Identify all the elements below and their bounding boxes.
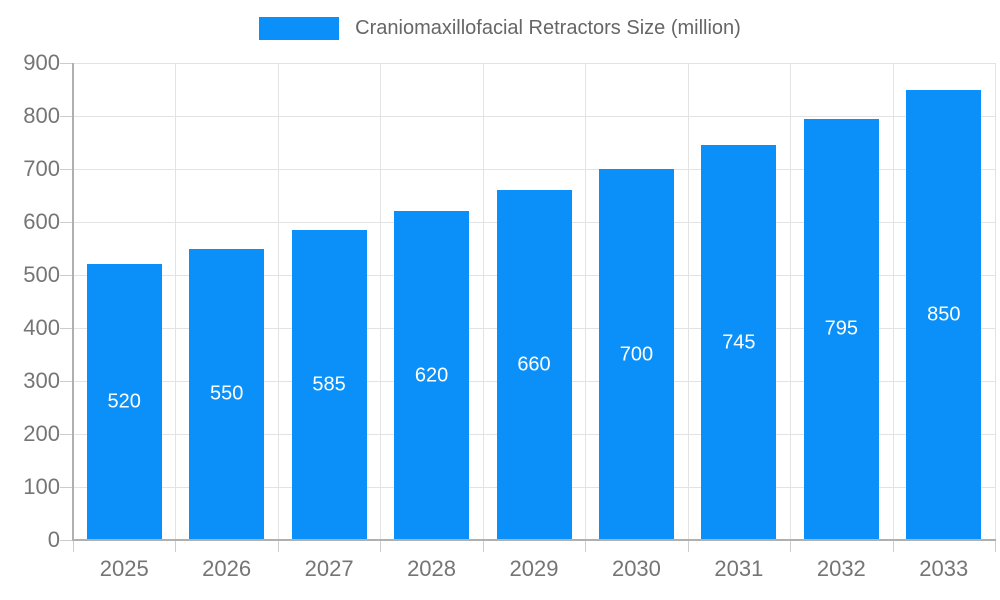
x-tick-mark xyxy=(995,540,996,552)
y-gridline xyxy=(73,169,995,170)
y-axis-tick-label: 100 xyxy=(23,474,60,499)
y-tick-mark xyxy=(60,169,73,170)
bar-value-label: 745 xyxy=(722,331,756,354)
y-axis-tick-label: 200 xyxy=(23,421,60,446)
y-axis-tick-label: 600 xyxy=(23,209,60,234)
x-axis-tick-label: 2027 xyxy=(304,556,354,581)
legend-swatch xyxy=(259,17,340,40)
bar-value-label: 620 xyxy=(414,364,449,387)
y-axis-tick-label: 0 xyxy=(47,527,60,552)
y-tick-mark xyxy=(60,328,73,329)
x-axis-tick-label: 2032 xyxy=(816,556,866,581)
x-gridline xyxy=(790,63,792,540)
x-axis-tick-label: 2026 xyxy=(202,556,252,581)
y-axis-tick-label: 500 xyxy=(23,262,60,287)
y-tick-mark xyxy=(60,487,73,488)
bar-2033[interactable] xyxy=(906,89,982,540)
x-tick-mark xyxy=(277,540,279,552)
x-gridline xyxy=(585,63,587,540)
x-gridline xyxy=(892,63,894,540)
y-tick-mark xyxy=(60,63,73,64)
y-tick-mark xyxy=(60,222,73,223)
y-axis-tick-label: 800 xyxy=(23,103,60,128)
y-tick-mark xyxy=(60,116,73,117)
bar-value-label: 850 xyxy=(927,303,961,326)
y-tick-mark xyxy=(60,540,73,541)
x-tick-mark xyxy=(687,540,689,552)
x-tick-mark xyxy=(380,540,382,552)
x-gridline xyxy=(380,63,382,540)
legend[interactable]: Craniomaxillofacial Retractors Size (mil… xyxy=(0,17,1000,40)
y-axis-line xyxy=(72,63,74,540)
y-axis-tick-label: 300 xyxy=(23,368,60,393)
bar-value-label: 795 xyxy=(824,317,859,340)
y-tick-mark xyxy=(60,434,73,435)
bar-value-label: 585 xyxy=(312,373,346,396)
x-axis-tick-label: 2028 xyxy=(407,556,457,581)
bar-2025[interactable] xyxy=(86,264,162,540)
legend-label: Craniomaxillofacial Retractors Size (mil… xyxy=(355,17,741,39)
x-tick-mark xyxy=(892,540,894,552)
x-gridline xyxy=(277,63,279,540)
y-axis-tick-label: 900 xyxy=(23,50,60,75)
plot-area: 520 550 585 620 660 700 745 795 850 xyxy=(72,63,996,541)
bar-2026[interactable] xyxy=(189,248,265,540)
x-axis-tick-label: 2033 xyxy=(919,556,969,581)
bar-2029[interactable] xyxy=(496,190,572,540)
x-tick-mark xyxy=(482,540,484,552)
bar-value-label: 520 xyxy=(107,390,141,413)
bar-value-label: 660 xyxy=(517,353,551,376)
bar-2028[interactable] xyxy=(394,211,470,540)
x-gridline xyxy=(687,63,689,540)
x-tick-mark xyxy=(585,540,587,552)
x-gridline xyxy=(175,63,177,540)
x-tick-mark xyxy=(73,540,74,552)
x-axis-tick-label: 2030 xyxy=(611,556,661,581)
bar-2032[interactable] xyxy=(803,118,879,540)
y-axis-tick-label: 400 xyxy=(23,315,60,340)
x-axis-line xyxy=(72,539,996,541)
y-gridline xyxy=(73,63,995,64)
x-gridline xyxy=(995,63,996,540)
x-tick-mark xyxy=(175,540,177,552)
y-tick-mark xyxy=(60,275,73,276)
y-gridline xyxy=(73,116,995,117)
x-axis-tick-label: 2029 xyxy=(509,556,559,581)
bar-2030[interactable] xyxy=(598,169,674,540)
y-tick-mark xyxy=(60,381,73,382)
x-gridline xyxy=(482,63,484,540)
bar-2027[interactable] xyxy=(291,229,367,540)
bar-value-label: 550 xyxy=(209,382,244,405)
x-axis-tick-label: 2025 xyxy=(99,556,149,581)
x-tick-mark xyxy=(790,540,792,552)
x-axis-tick-label: 2031 xyxy=(714,556,764,581)
bar-value-label: 700 xyxy=(619,343,654,365)
bar-2031[interactable] xyxy=(701,145,777,540)
y-axis-tick-label: 700 xyxy=(23,156,60,181)
